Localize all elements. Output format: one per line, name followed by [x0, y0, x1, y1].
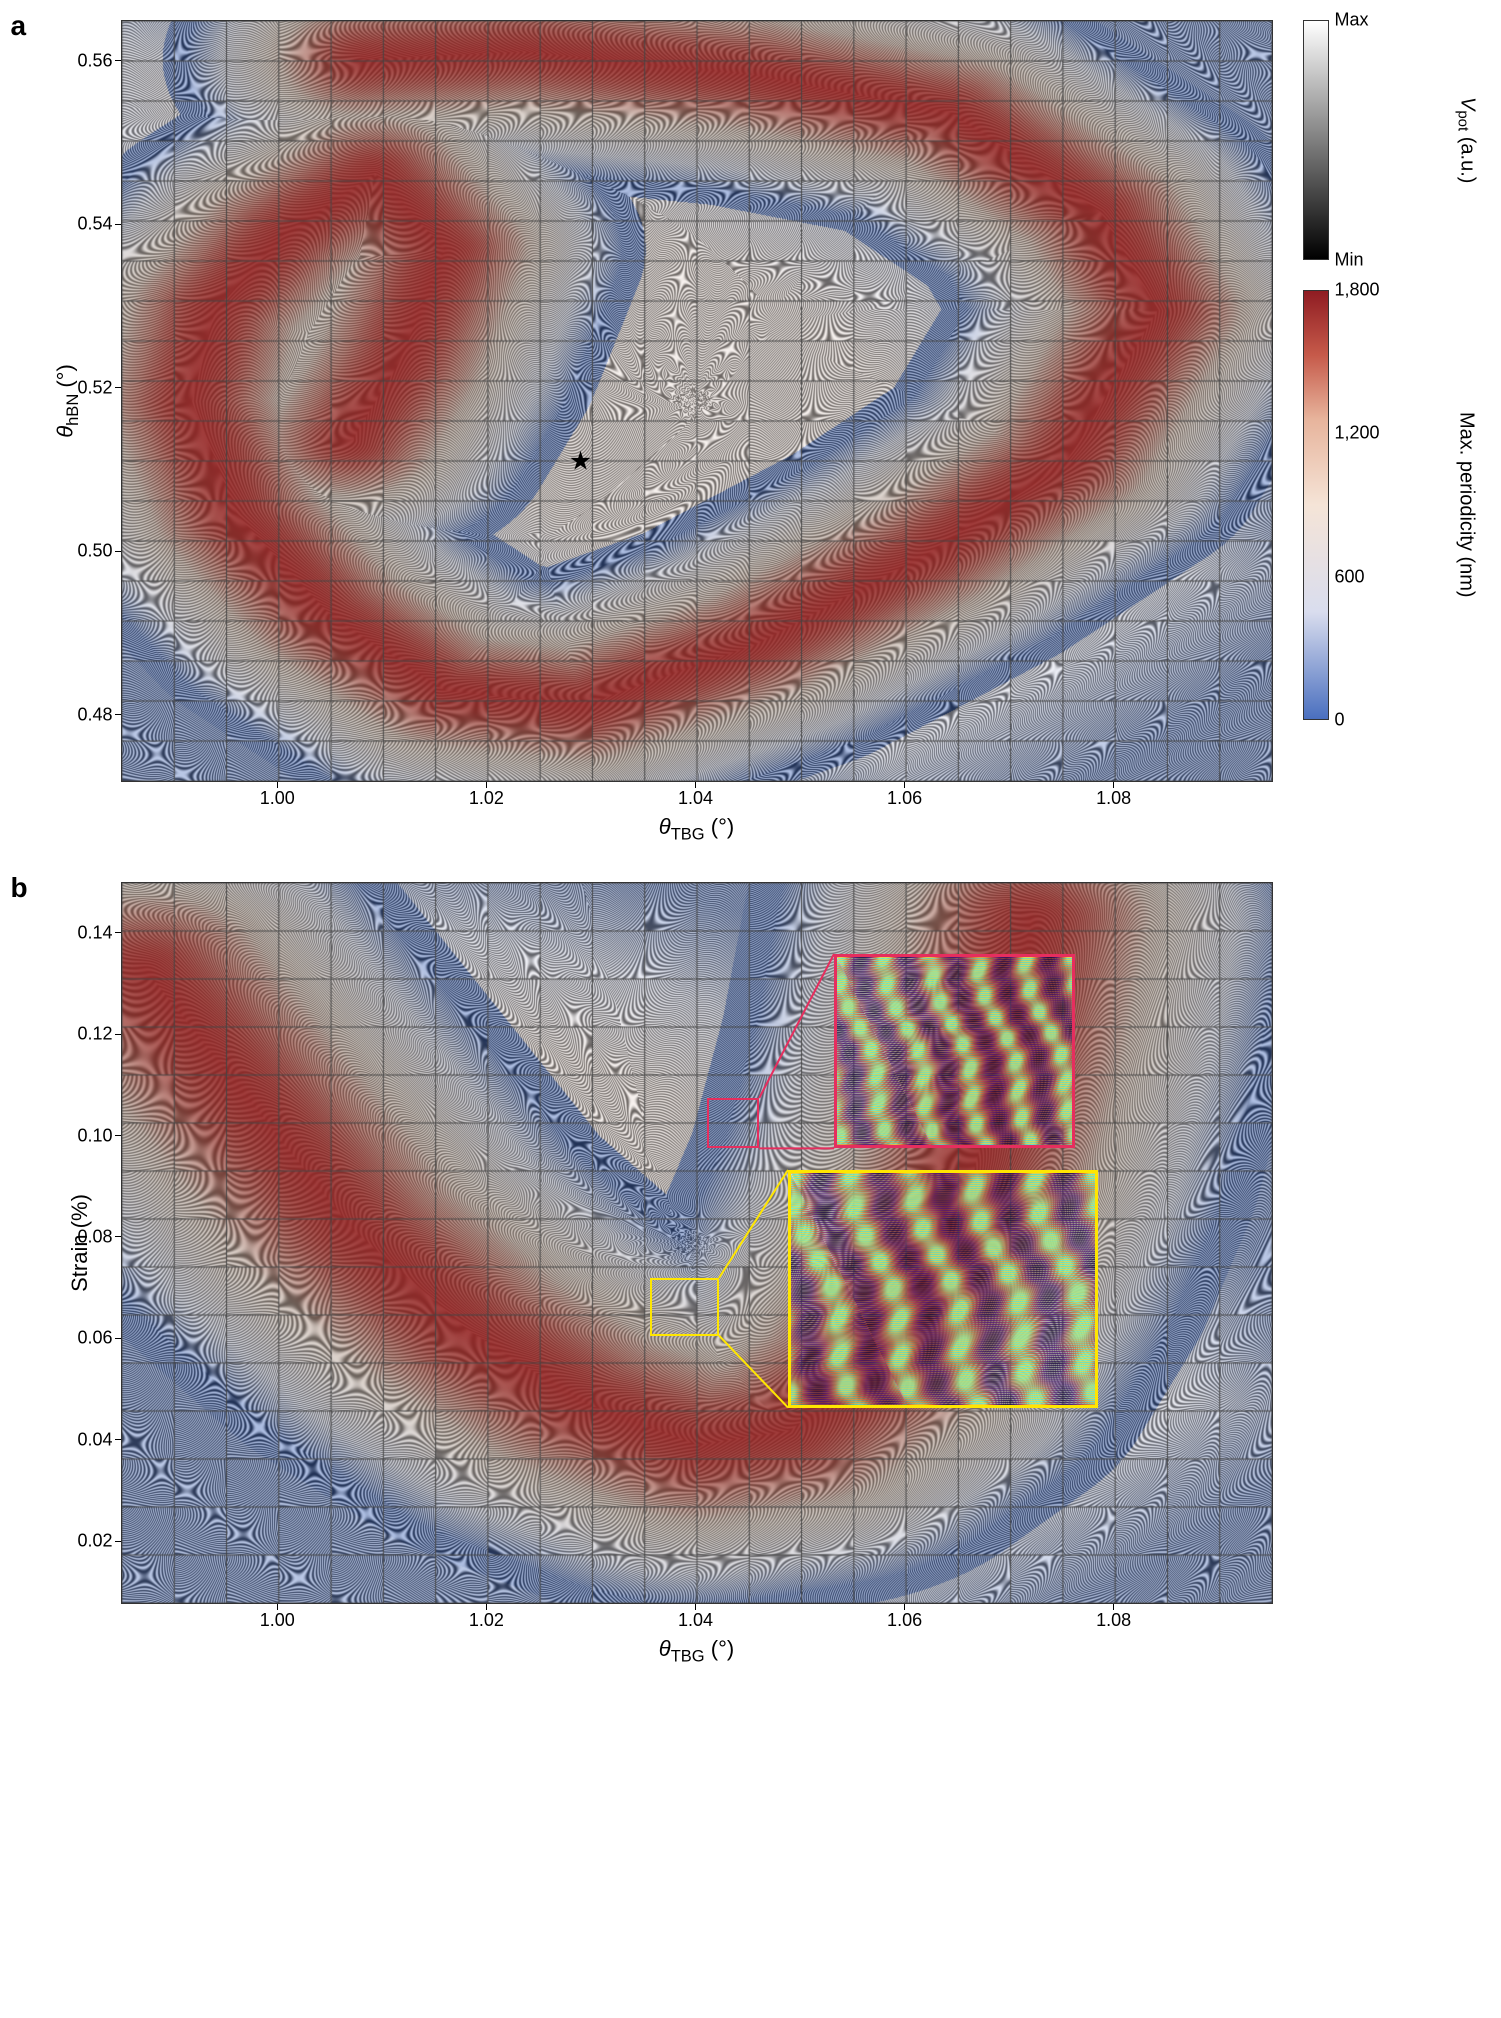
panel-a: a θhBN (°) 0.480.500.520.540.56 ★ 1.001.… [21, 20, 1481, 782]
panel-b-xlabel: θTBG (°) [659, 1636, 734, 1666]
panel-a-xaxis: 1.00 1.02 1.04 1.06 1.08 [121, 782, 1273, 812]
axis-tick-label: 0.06 [77, 1328, 112, 1349]
panel-b-plot-area: Strain (%) 0.020.040.060.080.100.120.14 … [121, 882, 1273, 1604]
axis-tick-label: 0.56 [77, 50, 112, 71]
axis-tick-label: 1.02 [469, 1610, 504, 1631]
cbar-vpot-ticks: MinMax [1335, 20, 1395, 260]
axis-tick-label: 1.06 [887, 1610, 922, 1631]
axis-tick-label: 1.06 [887, 788, 922, 809]
cbar-period-title: Max. periodicity (nm) [1455, 412, 1478, 598]
cbar-vpot: MinMax Vpot (a.u.) [1303, 20, 1479, 260]
cbar-vpot-gradient [1303, 20, 1329, 260]
axis-tick-label: 0.14 [77, 922, 112, 943]
panel-b: b Strain (%) 0.020.040.060.080.100.120.1… [21, 822, 1481, 1604]
panel-b-heatmap [121, 882, 1273, 1604]
axis-tick-label: 0.10 [77, 1125, 112, 1146]
panel-b-xaxis: 1.00 1.02 1.04 1.06 1.08 [121, 1604, 1273, 1634]
panel-a-plot-area: θhBN (°) 0.480.500.520.540.56 ★ 1.001.02… [121, 20, 1273, 782]
axis-tick-label: 0.08 [77, 1226, 112, 1247]
axis-tick-label: 1.00 [260, 788, 295, 809]
axis-tick-label: 0.04 [77, 1429, 112, 1450]
axis-tick-label: 1.08 [1096, 1610, 1131, 1631]
axis-tick-label: 0.48 [77, 704, 112, 725]
cbar-vpot-title: Vpot (a.u.) [1455, 97, 1479, 183]
panel-a-yaxis: 0.48 0.50 0.52 0.54 0.56 [73, 20, 121, 782]
axis-tick-label: 0.02 [77, 1531, 112, 1552]
axis-tick-label: 1.08 [1096, 788, 1131, 809]
cbar-period: 06001,2001,800 Max. periodicity (nm) [1303, 290, 1479, 720]
axis-tick-label: 0.54 [77, 214, 112, 235]
cbar-tick-label: Min [1335, 250, 1364, 271]
axis-tick-label: 1.00 [260, 1610, 295, 1631]
axis-tick-label: 0.50 [77, 541, 112, 562]
axis-tick-label: 0.12 [77, 1024, 112, 1045]
cbar-tick-label: 1,800 [1335, 280, 1380, 301]
colorbars: MinMax Vpot (a.u.) 06001,2001,800 Max. p… [1303, 20, 1479, 720]
axis-tick-label: 1.04 [678, 788, 713, 809]
cbar-tick-label: Max [1335, 10, 1369, 31]
panel-a-label: a [11, 10, 27, 42]
cbar-tick-label: 600 [1335, 566, 1365, 587]
panel-b-yaxis: 0.02 0.04 0.06 0.08 0.10 0.12 0.14 [73, 882, 121, 1604]
cbar-period-ticks: 06001,2001,800 [1335, 290, 1395, 720]
cbar-tick-label: 0 [1335, 710, 1345, 731]
cbar-period-gradient [1303, 290, 1329, 720]
axis-tick-label: 1.02 [469, 788, 504, 809]
axis-tick-label: 0.52 [77, 377, 112, 398]
axis-tick-label: 1.04 [678, 1610, 713, 1631]
panel-b-label: b [11, 872, 28, 904]
panel-a-heatmap [121, 20, 1273, 782]
figure: a θhBN (°) 0.480.500.520.540.56 ★ 1.001.… [21, 20, 1481, 1604]
cbar-tick-label: 1,200 [1335, 423, 1380, 444]
